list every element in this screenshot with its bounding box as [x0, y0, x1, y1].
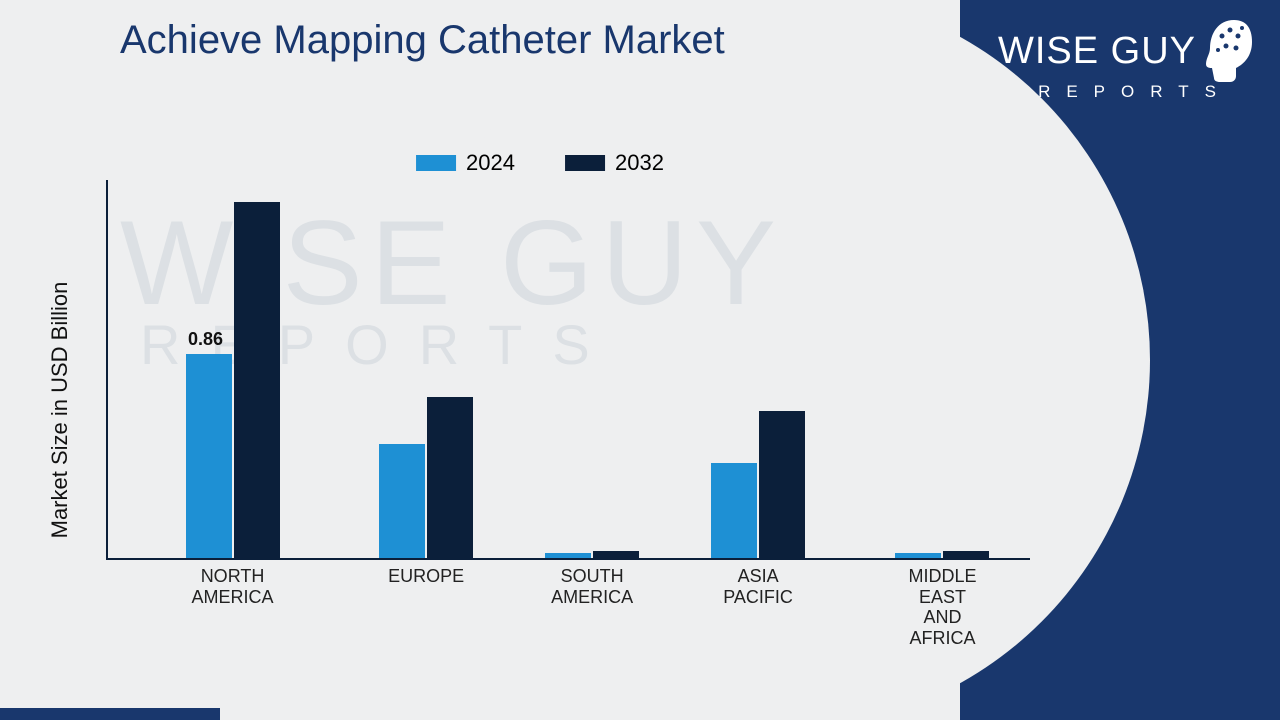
bar	[379, 444, 425, 558]
legend-label-2024: 2024	[466, 150, 515, 176]
bar	[759, 411, 805, 558]
bar-group: NORTH AMERICA0.86	[173, 202, 293, 558]
bar-group: SOUTH AMERICA	[532, 551, 652, 558]
legend-label-2032: 2032	[615, 150, 664, 176]
category-label: ASIA PACIFIC	[678, 566, 838, 607]
bar	[895, 553, 941, 558]
legend-swatch-2024	[416, 155, 456, 171]
bar-group: MIDDLE EAST AND AFRICA	[882, 551, 1002, 558]
head-icon	[1204, 16, 1260, 86]
bar	[593, 551, 639, 558]
legend-swatch-2032	[565, 155, 605, 171]
bar	[234, 202, 280, 558]
category-label: EUROPE	[346, 566, 506, 587]
plot-area: NORTH AMERICA0.86 EUROPE SOUTH AMERICA ASIA…	[106, 180, 1030, 560]
chart-title: Achieve Mapping Catheter Market	[120, 18, 725, 63]
bar	[711, 463, 757, 558]
bar-group: EUROPE	[366, 397, 486, 559]
footer-accent	[0, 708, 220, 720]
bar	[427, 397, 473, 559]
logo-text-line1: WISE GUY	[998, 30, 1196, 73]
category-label: SOUTH AMERICA	[512, 566, 672, 607]
logo-text-line2: REPORTS	[1010, 82, 1260, 102]
bar	[545, 553, 591, 558]
bar	[943, 551, 989, 558]
category-label: NORTH AMERICA	[153, 566, 313, 607]
infographic-canvas: WISE GUY REPORTS Achieve Mapping Cathete…	[0, 0, 1280, 720]
legend: 2024 2032	[416, 150, 664, 176]
y-axis-label: Market Size in USD Billion	[47, 282, 73, 539]
bar	[186, 354, 232, 558]
legend-item-2032: 2032	[565, 150, 664, 176]
category-label: MIDDLE EAST AND AFRICA	[862, 566, 1022, 649]
bar-group: ASIA PACIFIC	[698, 411, 818, 558]
brand-logo: WISE GUY REPORTS	[970, 16, 1260, 102]
bar-chart: Market Size in USD Billion 2024 2032 NOR…	[50, 150, 1030, 670]
legend-item-2024: 2024	[416, 150, 515, 176]
bar-value-label: 0.86	[188, 329, 223, 350]
